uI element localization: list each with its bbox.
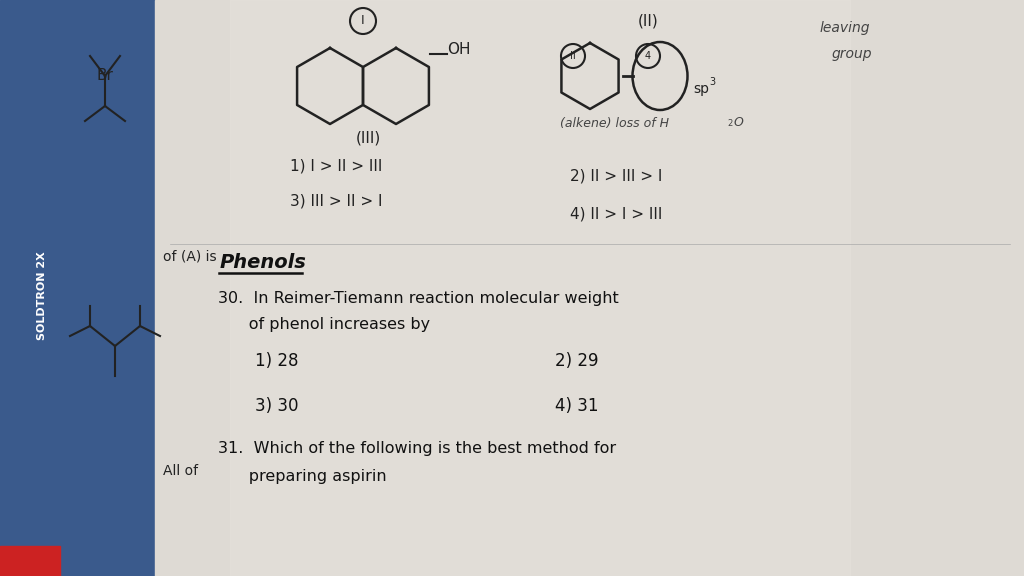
Bar bbox=[230, 0, 850, 576]
Bar bbox=[0, 0, 155, 576]
Text: 1) I > II > III: 1) I > II > III bbox=[290, 158, 382, 173]
Text: 2) 29: 2) 29 bbox=[555, 352, 598, 370]
Bar bbox=[0, 546, 60, 576]
Text: of phenol increases by: of phenol increases by bbox=[218, 316, 430, 332]
Text: sp: sp bbox=[693, 82, 709, 96]
Text: group: group bbox=[831, 47, 872, 61]
Text: OH: OH bbox=[447, 41, 470, 56]
Text: 4: 4 bbox=[645, 51, 651, 61]
Text: leaving: leaving bbox=[820, 21, 870, 35]
Text: 2: 2 bbox=[727, 119, 732, 127]
Text: 4) 31: 4) 31 bbox=[555, 397, 598, 415]
Text: 2) II > III > I: 2) II > III > I bbox=[570, 169, 663, 184]
Text: SOLDTRON 2X: SOLDTRON 2X bbox=[37, 252, 47, 340]
Text: (II): (II) bbox=[638, 13, 658, 28]
Text: II: II bbox=[570, 51, 575, 61]
Text: 4) II > I > III: 4) II > I > III bbox=[570, 207, 663, 222]
Text: 1) 28: 1) 28 bbox=[255, 352, 299, 370]
Text: I: I bbox=[361, 14, 365, 28]
Text: O: O bbox=[734, 116, 743, 130]
Text: 31.  Which of the following is the best method for: 31. Which of the following is the best m… bbox=[218, 441, 616, 456]
Text: preparing aspirin: preparing aspirin bbox=[218, 468, 387, 483]
Text: of (A) is: of (A) is bbox=[163, 249, 217, 263]
Text: 30.  In Reimer-Tiemann reaction molecular weight: 30. In Reimer-Tiemann reaction molecular… bbox=[218, 290, 618, 305]
Text: (III): (III) bbox=[355, 131, 381, 146]
Text: All of: All of bbox=[163, 464, 198, 478]
Text: 3) III > II > I: 3) III > II > I bbox=[290, 194, 383, 209]
Bar bbox=[155, 0, 1024, 576]
Text: Phenols: Phenols bbox=[220, 253, 307, 272]
Text: (alkene) loss of H: (alkene) loss of H bbox=[560, 116, 669, 130]
Text: 3: 3 bbox=[709, 77, 715, 87]
Text: 3) 30: 3) 30 bbox=[255, 397, 299, 415]
Text: Br: Br bbox=[96, 69, 114, 84]
